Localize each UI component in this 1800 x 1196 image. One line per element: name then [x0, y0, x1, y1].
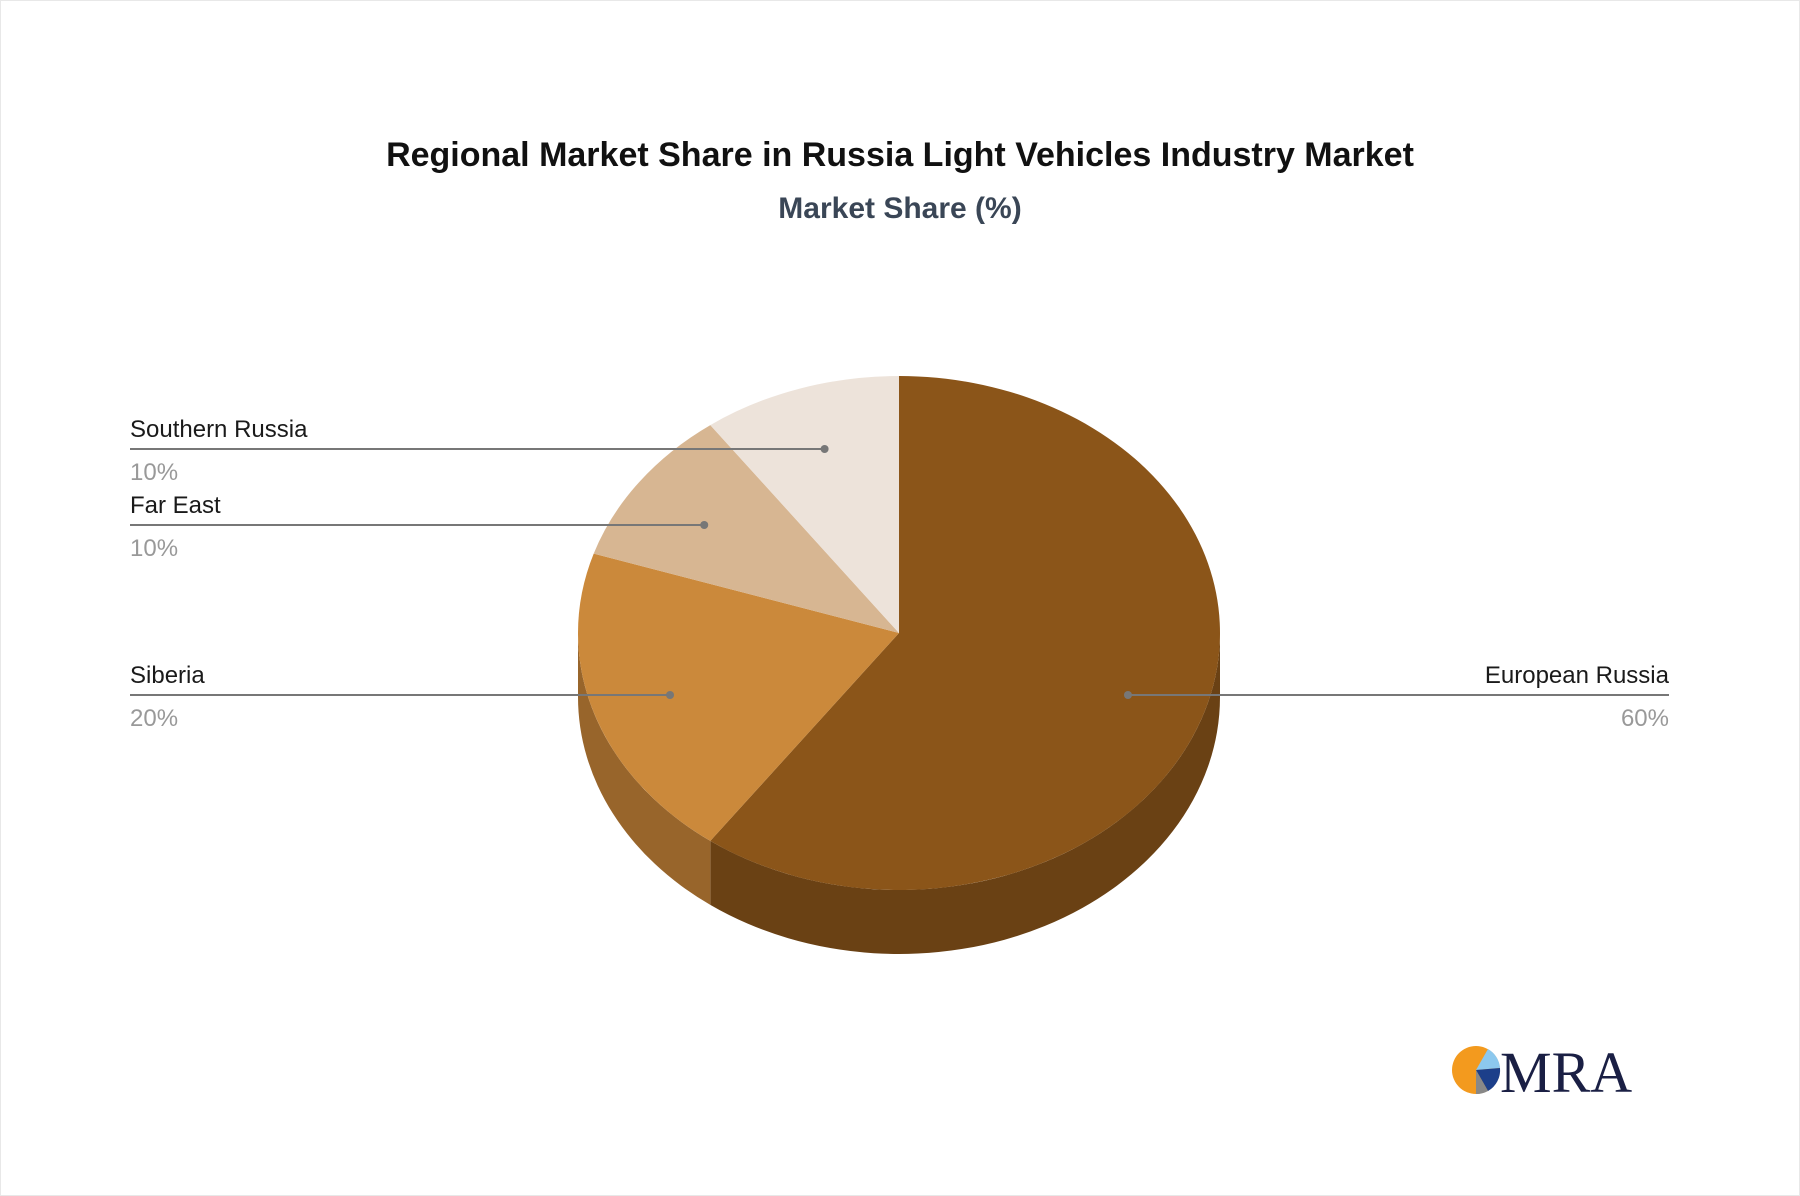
pie-slice-far-east [593, 425, 899, 633]
slice-value-european-russia: 60% [1621, 705, 1669, 732]
pie-slice-siberia [578, 553, 899, 841]
pie-slice-southern-russia [710, 376, 899, 633]
slice-value-far-east: 10% [130, 535, 178, 562]
slice-value-siberia: 20% [130, 705, 178, 732]
slice-label-siberia: Siberia [130, 662, 205, 689]
logo-text: MRA [1500, 1040, 1632, 1100]
slice-value-southern-russia: 10% [130, 459, 178, 486]
slice-label-european-russia: European Russia [1485, 662, 1670, 689]
chart-subtitle: Market Share (%) [778, 192, 1022, 225]
leader-dot-far-east [700, 521, 709, 529]
slice-label-southern-russia: Southern Russia [130, 416, 308, 443]
pie-side-siberia [578, 633, 711, 905]
mra-logo: MRA [1452, 1040, 1632, 1100]
leader-dot-siberia [666, 691, 675, 699]
leader-dot-european-russia [1123, 691, 1132, 699]
leader-dot-southern-russia [820, 445, 829, 453]
pie-slice-european-russia [710, 376, 1220, 890]
slice-label-far-east: Far East [130, 492, 221, 519]
chart-title: Regional Market Share in Russia Light Ve… [386, 136, 1414, 174]
pie-side-european-russia [710, 633, 1220, 955]
